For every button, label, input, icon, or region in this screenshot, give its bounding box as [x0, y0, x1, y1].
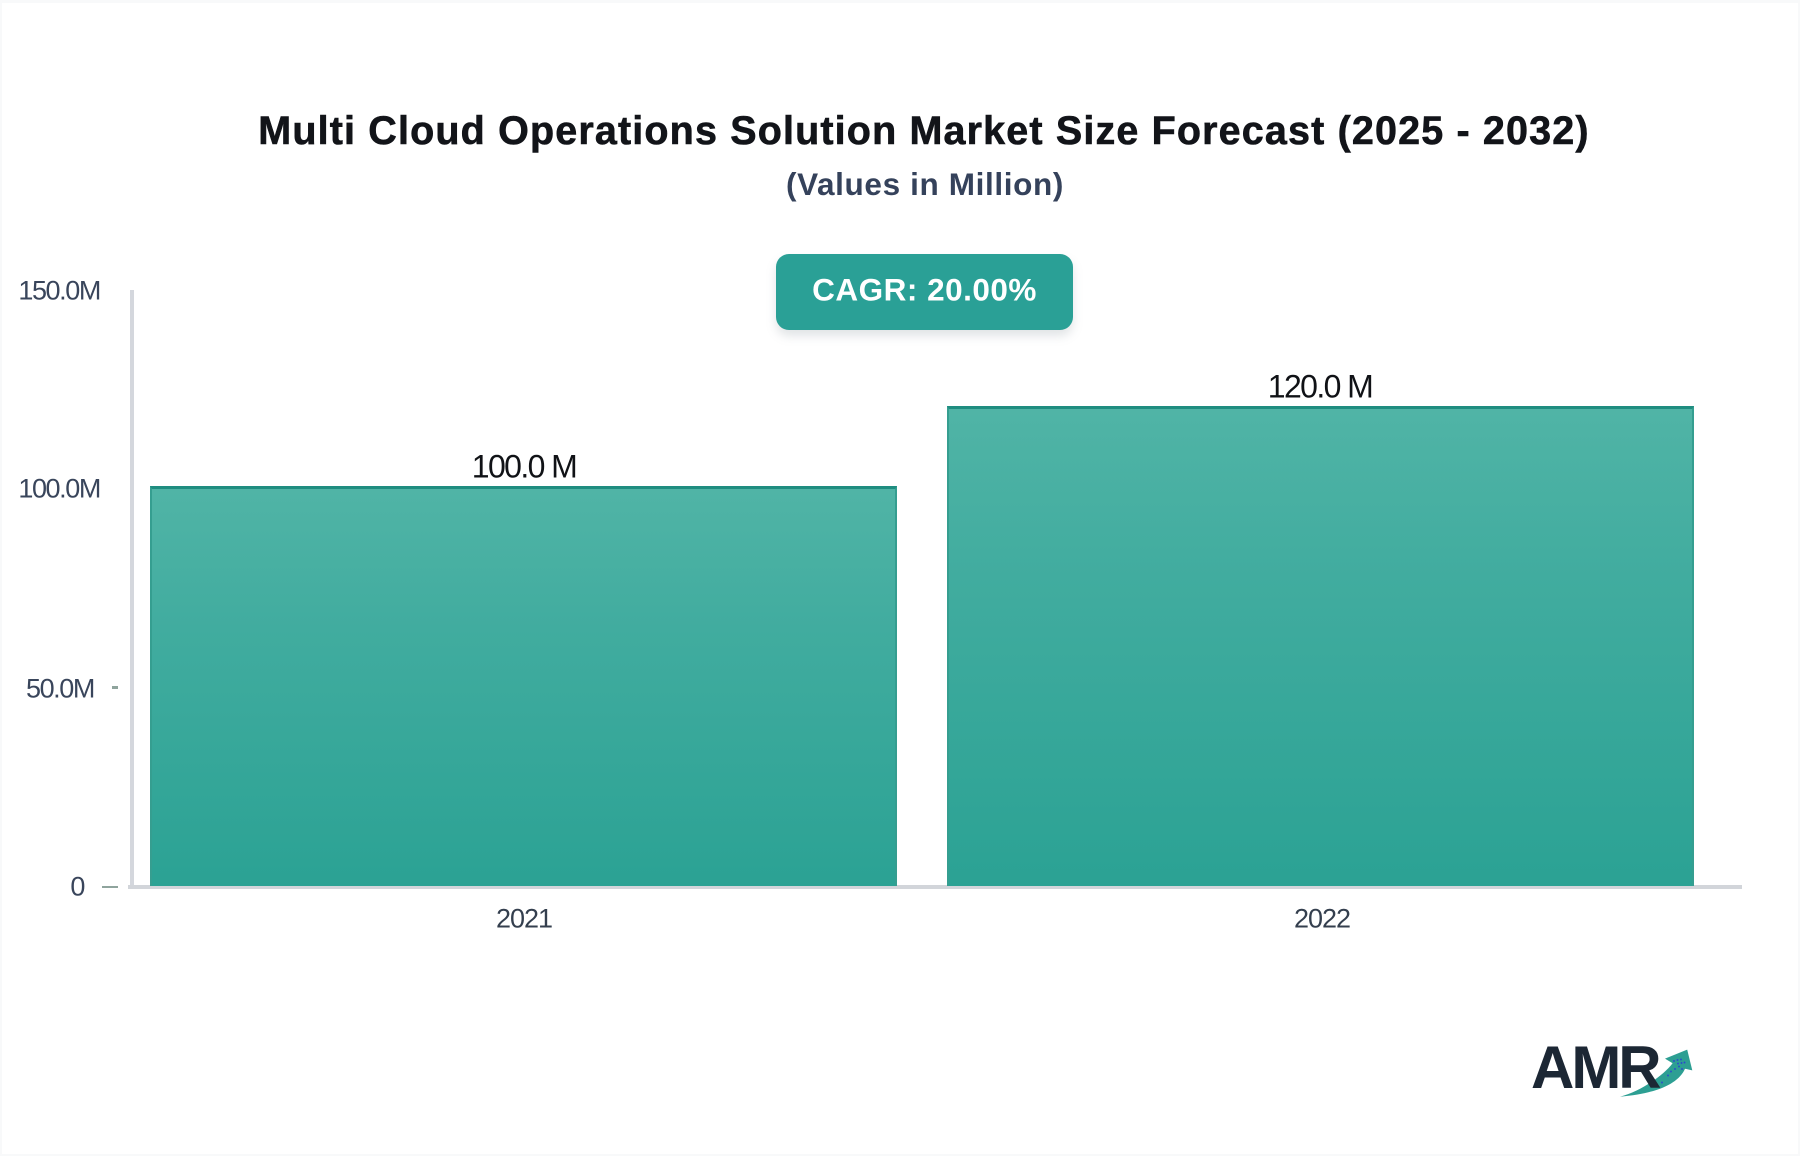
svg-text:AMR: AMR: [1531, 1034, 1661, 1101]
